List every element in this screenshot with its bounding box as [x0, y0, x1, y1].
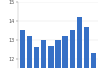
Bar [91, 53, 96, 71]
Bar [84, 27, 89, 71]
Bar [70, 30, 75, 71]
Bar [41, 40, 46, 71]
Bar [34, 47, 39, 71]
Bar [77, 17, 82, 71]
Bar [62, 36, 68, 71]
Bar [20, 30, 25, 71]
Bar [27, 36, 32, 71]
Bar [55, 40, 61, 71]
Bar [48, 46, 54, 71]
